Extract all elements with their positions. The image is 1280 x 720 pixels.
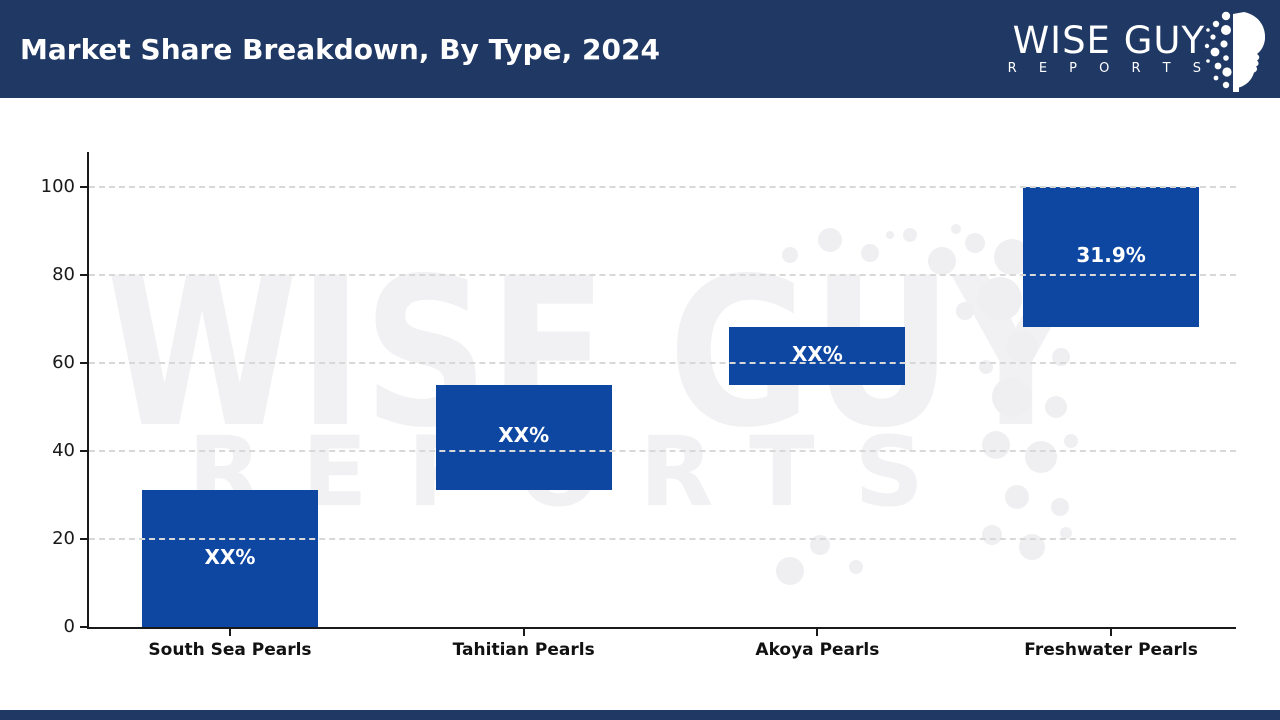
bar-value-label: XX%: [204, 544, 256, 569]
page-title: Market Share Breakdown, By Type, 2024: [20, 32, 660, 66]
x-category-label: Akoya Pearls: [755, 640, 880, 660]
logo-wordmark: WISE GUY: [1012, 19, 1206, 63]
footer-bar: [0, 710, 1280, 720]
gridline: [89, 186, 1236, 188]
gridline: [89, 274, 1236, 276]
y-tick-label: 80: [52, 264, 75, 285]
header-bar: Market Share Breakdown, By Type, 2024 WI…: [0, 0, 1280, 98]
gridline: [89, 450, 1236, 452]
wise-guy-logo: WISE GUY R E P O R T S: [1008, 6, 1280, 92]
bar-segment: [435, 384, 612, 491]
x-category-label: Tahitian Pearls: [452, 640, 595, 660]
logo-subtitle: R E P O R T S: [1007, 61, 1210, 77]
y-tick-label: 100: [40, 176, 75, 197]
gridline: [89, 362, 1236, 364]
y-axis-line: [87, 152, 89, 629]
y-tick-label: 60: [52, 352, 75, 373]
bar-value-label: XX%: [791, 341, 843, 366]
watermark-face-dots: [776, 224, 1080, 585]
y-tick-mark: [80, 450, 87, 452]
logo-text: WISE GUY R E P O R T S: [1007, 19, 1210, 77]
logo-face-icon: [1204, 11, 1266, 92]
y-tick-mark: [80, 362, 87, 364]
x-axis-line: [87, 627, 1236, 629]
plot-area: 0 20 40 60 80 100 XX% South Sea Pearls XX% Tahiti…: [41, 152, 1236, 660]
bar-segment: [1023, 187, 1200, 328]
y-tick-label: 0: [63, 616, 75, 637]
y-tick-mark: [80, 626, 87, 628]
bar-segment: [142, 490, 318, 627]
y-tick-label: 20: [52, 528, 75, 549]
y-tick-mark: [80, 186, 87, 188]
x-tick-mark: [522, 629, 525, 636]
y-tick-mark: [80, 538, 87, 540]
x-tick-mark: [229, 629, 231, 636]
gridline: [89, 538, 1236, 540]
bar-value-label: XX%: [498, 423, 550, 448]
bar-segment: [729, 327, 906, 385]
x-tick-mark: [816, 629, 819, 636]
y-tick-mark: [80, 274, 87, 276]
y-tick-label: 40: [52, 440, 75, 461]
x-category-label: South Sea Pearls: [148, 640, 312, 660]
x-tick-mark: [1110, 629, 1113, 636]
bar-value-label: 31.9%: [1076, 243, 1146, 268]
x-category-label: Freshwater Pearls: [1024, 640, 1198, 660]
